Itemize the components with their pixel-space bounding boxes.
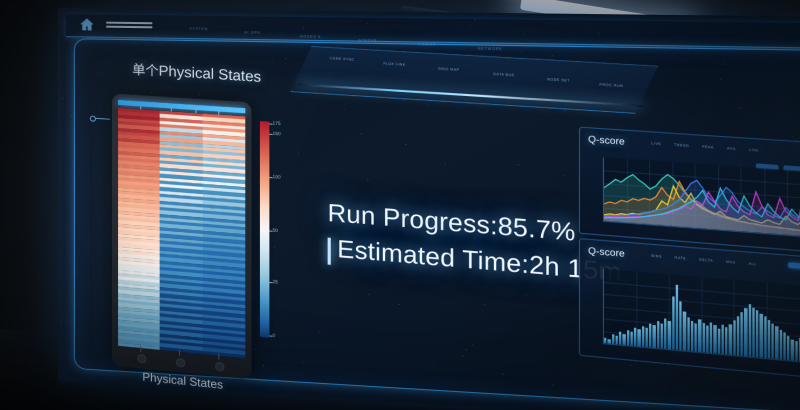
colorbar-tick-label: 175 <box>273 120 281 126</box>
accent-bar <box>328 238 331 265</box>
device-tick <box>140 346 141 352</box>
bar-chart-plot[interactable] <box>603 269 800 366</box>
heatmap-title-cjk: 单个 <box>132 62 158 79</box>
nav-item[interactable]: AI OPS <box>244 31 260 35</box>
tab[interactable]: AVG <box>727 146 736 151</box>
heatmap-control-dot[interactable] <box>137 354 146 364</box>
colorbar-tick-label: 25 <box>273 279 278 285</box>
tab[interactable]: DELTA <box>699 257 713 262</box>
wall-display[interactable]: SYSTEM AI OPS NODES A STATUS POWER NETWO… <box>58 8 800 410</box>
handle-line <box>96 118 110 120</box>
heatmap-colorbar <box>260 121 269 338</box>
colorbar-tick-label: 150 <box>273 131 281 137</box>
tab[interactable]: TREND <box>674 143 689 148</box>
panel-tabs[interactable]: BINS RATE DELTA MAX ALL <box>651 254 756 267</box>
tab[interactable]: RATE <box>675 255 687 260</box>
screenshot-scene: SYSTEM AI OPS NODES A STATUS POWER NETWO… <box>0 0 800 410</box>
tab[interactable]: BINS <box>651 254 662 259</box>
device-tick <box>179 350 180 356</box>
heatmap-slider-handle[interactable] <box>90 108 110 127</box>
home-icon[interactable] <box>78 16 96 32</box>
tab[interactable]: PEAK <box>702 144 714 149</box>
panel-title: Q-score <box>588 134 625 147</box>
panel-tabs[interactable]: LIVE TREND PEAK AVG LOG <box>651 141 758 152</box>
colorbar-tick-label: 50 <box>273 227 278 233</box>
heatmap-control-dot[interactable] <box>176 358 185 368</box>
panel-title: Q-score <box>588 245 625 259</box>
line-chart-plot[interactable] <box>603 157 800 239</box>
qscore-line-panel[interactable]: Q-score LIVE TREND PEAK AVG LOG <box>579 127 800 255</box>
menu-lines-icon[interactable] <box>106 22 153 31</box>
colorbar-tick-label: 0 <box>273 333 276 338</box>
nav-item[interactable]: SYSTEM <box>189 27 208 31</box>
tab[interactable]: LIVE <box>651 141 661 146</box>
colorbar-tick-label: 100 <box>273 174 281 180</box>
device-tick <box>218 354 219 360</box>
tab[interactable]: LOG <box>749 148 758 153</box>
tab[interactable]: MAX <box>726 260 736 265</box>
apply-button[interactable] <box>788 262 800 269</box>
panel-actions[interactable] <box>788 262 800 271</box>
heatmap-plot[interactable] <box>118 108 245 359</box>
heatmap-control-dot[interactable] <box>215 362 224 372</box>
heatmap-device[interactable] <box>112 93 252 379</box>
nav-item[interactable]: NODES A <box>300 34 321 38</box>
tab[interactable]: ALL <box>749 261 757 266</box>
